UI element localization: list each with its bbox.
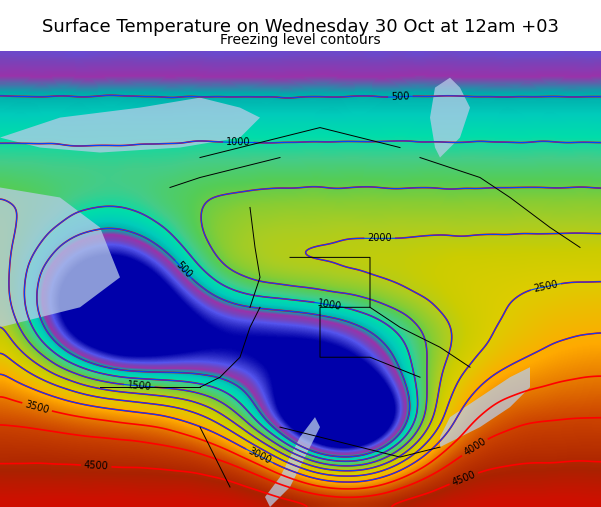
Text: 3000: 3000 — [246, 446, 273, 466]
Text: 4000: 4000 — [462, 437, 488, 458]
Text: 2500: 2500 — [532, 279, 559, 294]
Text: 3500: 3500 — [24, 399, 50, 415]
Text: 4500: 4500 — [451, 469, 477, 488]
Text: Freezing level contours: Freezing level contours — [220, 33, 381, 47]
Text: Surface Temperature on Wednesday 30 Oct at 12am +03: Surface Temperature on Wednesday 30 Oct … — [42, 18, 559, 36]
Polygon shape — [0, 98, 260, 153]
Text: 1500: 1500 — [127, 380, 152, 392]
Text: 500: 500 — [391, 91, 410, 102]
Text: 4500: 4500 — [84, 460, 109, 472]
Text: 1000: 1000 — [226, 137, 251, 148]
Polygon shape — [0, 188, 120, 328]
Polygon shape — [265, 417, 320, 507]
Text: 1000: 1000 — [317, 298, 343, 312]
Polygon shape — [440, 367, 530, 447]
Text: 500: 500 — [173, 260, 194, 280]
Polygon shape — [430, 78, 470, 158]
Text: 2000: 2000 — [367, 233, 392, 243]
